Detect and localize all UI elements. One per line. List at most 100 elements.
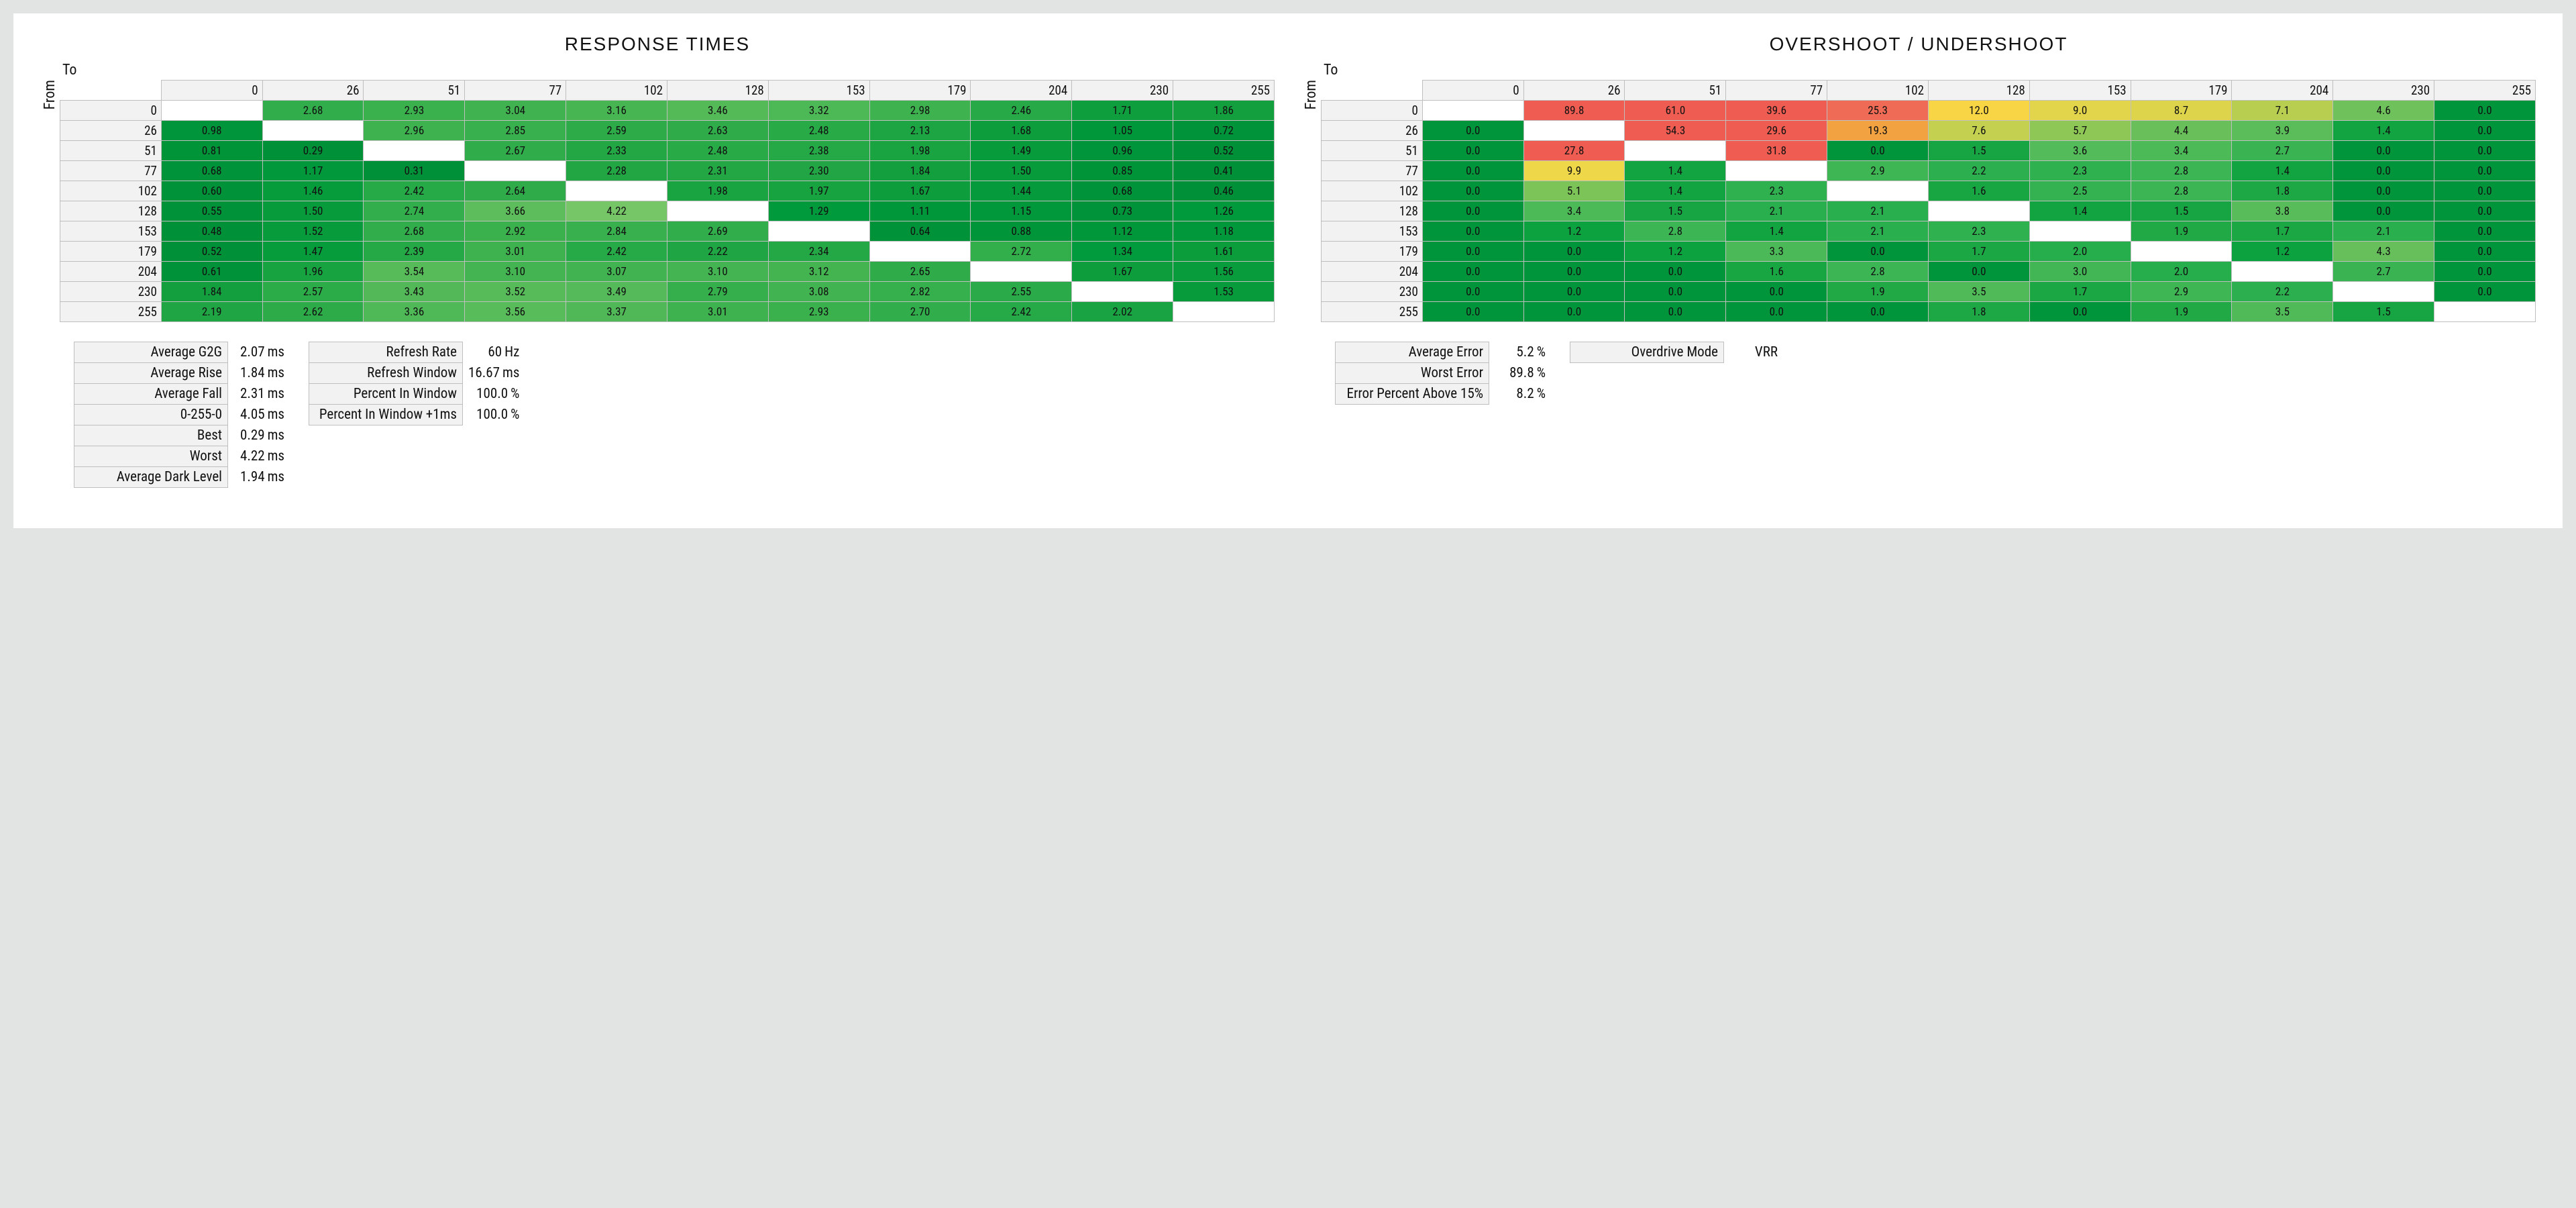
response-panel: RESPONSE TIMES To From 02651771021281531… xyxy=(40,34,1275,488)
heatmap-cell: 2.42 xyxy=(566,242,667,262)
heatmap-cell: 3.5 xyxy=(1928,282,2029,302)
heatmap-cell: 1.96 xyxy=(262,262,364,282)
heatmap-cell: 0.0 xyxy=(2434,141,2536,161)
heatmap-cell: 1.47 xyxy=(262,242,364,262)
heatmap-cell: 3.56 xyxy=(465,302,566,322)
col-header: 51 xyxy=(364,81,465,101)
heatmap-cell: 2.92 xyxy=(465,221,566,242)
heatmap-cell: 2.30 xyxy=(768,161,869,181)
to-label: To xyxy=(60,62,1275,80)
row-header: 153 xyxy=(1322,221,1423,242)
heatmap-cell: 0.0 xyxy=(2434,242,2536,262)
diag-cell xyxy=(1072,282,1173,302)
diag-cell xyxy=(1625,141,1726,161)
response-matrix: 026517710212815317920423025502.682.933.0… xyxy=(60,80,1275,322)
heatmap-cell: 2.8 xyxy=(2131,161,2232,181)
heatmap-cell: 3.8 xyxy=(2232,201,2333,221)
row-header: 128 xyxy=(1322,201,1423,221)
heatmap-cell: 3.6 xyxy=(2029,141,2131,161)
summary-value: 5.2% xyxy=(1489,342,1550,363)
row-header: 51 xyxy=(60,141,162,161)
heatmap-cell: 3.01 xyxy=(667,302,768,322)
summary-value: 1.94ms xyxy=(228,467,288,488)
heatmap-cell: 3.07 xyxy=(566,262,667,282)
heatmap-cell: 1.56 xyxy=(1173,262,1275,282)
heatmap-cell: 0.0 xyxy=(2434,121,2536,141)
col-header: 26 xyxy=(262,81,364,101)
heatmap-cell: 2.93 xyxy=(364,101,465,121)
summary-value: VRR xyxy=(1724,342,1784,363)
heatmap-cell: 3.16 xyxy=(566,101,667,121)
heatmap-cell: 0.0 xyxy=(1523,282,1625,302)
heatmap-cell: 2.19 xyxy=(161,302,262,322)
overshoot-matrix: 0265177102128153179204230255089.861.039.… xyxy=(1321,80,2536,322)
heatmap-cell: 3.49 xyxy=(566,282,667,302)
heatmap-cell: 0.41 xyxy=(1173,161,1275,181)
diag-cell xyxy=(161,101,262,121)
heatmap-cell: 7.1 xyxy=(2232,101,2333,121)
heatmap-cell: 0.0 xyxy=(1422,242,1523,262)
heatmap-cell: 4.4 xyxy=(2131,121,2232,141)
heatmap-cell: 1.29 xyxy=(768,201,869,221)
heatmap-cell: 0.0 xyxy=(1523,262,1625,282)
heatmap-cell: 1.5 xyxy=(1625,201,1726,221)
row-header: 128 xyxy=(60,201,162,221)
summary-label: Worst xyxy=(74,446,228,467)
heatmap-cell: 0.31 xyxy=(364,161,465,181)
overshoot-panel: OVERSHOOT / UNDERSHOOT To From 026517710… xyxy=(1301,34,2536,488)
heatmap-cell: 0.0 xyxy=(1422,302,1523,322)
heatmap-cell: 3.08 xyxy=(768,282,869,302)
heatmap-cell: 29.6 xyxy=(1726,121,1827,141)
heatmap-cell: 2.38 xyxy=(768,141,869,161)
heatmap-cell: 2.68 xyxy=(262,101,364,121)
heatmap-cell: 12.0 xyxy=(1928,101,2029,121)
heatmap-cell: 3.37 xyxy=(566,302,667,322)
heatmap-cell: 0.0 xyxy=(1422,141,1523,161)
summary-value: 89.8% xyxy=(1489,363,1550,384)
heatmap-cell: 2.7 xyxy=(2333,262,2434,282)
summary-label: Percent In Window xyxy=(309,383,463,405)
row-header: 179 xyxy=(60,242,162,262)
heatmap-cell: 1.8 xyxy=(2232,181,2333,201)
heatmap-cell: 1.46 xyxy=(262,181,364,201)
heatmap-cell: 2.8 xyxy=(2131,181,2232,201)
diag-cell xyxy=(1827,181,1929,201)
summary-value: 16.67ms xyxy=(463,363,523,384)
heatmap-cell: 2.9 xyxy=(2131,282,2232,302)
diag-cell xyxy=(465,161,566,181)
heatmap-cell: 2.79 xyxy=(667,282,768,302)
heatmap-cell: 0.0 xyxy=(1625,282,1726,302)
summary-label: Error Percent Above 15% xyxy=(1335,383,1489,405)
heatmap-cell: 1.2 xyxy=(1523,221,1625,242)
heatmap-cell: 0.46 xyxy=(1173,181,1275,201)
summary-value: 8.2% xyxy=(1489,384,1550,405)
col-header: 230 xyxy=(2333,81,2434,101)
heatmap-cell: 2.48 xyxy=(667,141,768,161)
heatmap-cell: 5.7 xyxy=(2029,121,2131,141)
col-header: 153 xyxy=(2029,81,2131,101)
heatmap-cell: 1.6 xyxy=(1726,262,1827,282)
summary-value: 4.05ms xyxy=(228,405,288,425)
heatmap-cell: 89.8 xyxy=(1523,101,1625,121)
heatmap-cell: 1.4 xyxy=(2333,121,2434,141)
summary-label: Percent In Window +1ms xyxy=(309,404,463,425)
from-label: From xyxy=(40,80,60,109)
heatmap-cell: 1.67 xyxy=(869,181,971,201)
heatmap-cell: 4.3 xyxy=(2333,242,2434,262)
heatmap-cell: 3.32 xyxy=(768,101,869,121)
heatmap-cell: 2.65 xyxy=(869,262,971,282)
heatmap-cell: 0.0 xyxy=(1827,242,1929,262)
diag-cell xyxy=(971,262,1072,282)
heatmap-cell: 1.05 xyxy=(1072,121,1173,141)
heatmap-cell: 0.48 xyxy=(161,221,262,242)
diag-cell xyxy=(2434,302,2536,322)
col-header: 204 xyxy=(2232,81,2333,101)
heatmap-cell: 7.6 xyxy=(1928,121,2029,141)
heatmap-cell: 4.22 xyxy=(566,201,667,221)
heatmap-cell: 1.53 xyxy=(1173,282,1275,302)
heatmap-cell: 2.57 xyxy=(262,282,364,302)
col-header: 0 xyxy=(161,81,262,101)
col-header: 102 xyxy=(1827,81,1929,101)
heatmap-cell: 0.55 xyxy=(161,201,262,221)
heatmap-cell: 0.0 xyxy=(1422,121,1523,141)
